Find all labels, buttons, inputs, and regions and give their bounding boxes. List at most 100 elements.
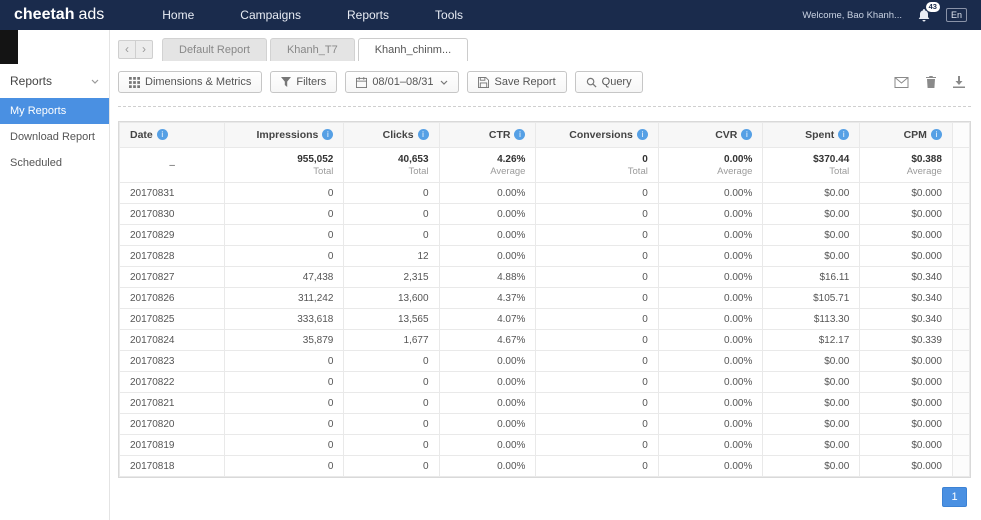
info-icon[interactable]: i <box>838 129 850 140</box>
table-header-row: Date i Impressions i Clicks i CTR i Conversions i… <box>118 122 971 148</box>
tab-default-report[interactable]: Default Report <box>162 38 267 61</box>
value-cell: 0 <box>535 182 659 204</box>
tab-scroll-right-icon[interactable]: › <box>135 41 152 58</box>
dimensions-metrics-label: Dimensions & Metrics <box>145 76 252 88</box>
spacer-cell <box>951 147 971 183</box>
spacer-cell <box>951 308 971 330</box>
report-table-container: Date i Impressions i Clicks i CTR i Conversions i… <box>118 121 971 478</box>
info-icon[interactable]: i <box>741 129 753 140</box>
chevron-down-icon <box>91 79 99 84</box>
value-cell: $0.339 <box>859 329 953 351</box>
value-cell: 0.00% <box>438 371 537 393</box>
tab-khanh-t7[interactable]: Khanh_T7 <box>269 38 355 61</box>
info-icon[interactable]: i <box>930 129 942 140</box>
summary-cell: 0 Total <box>535 147 659 183</box>
column-header-impressions[interactable]: Impressions i <box>224 122 345 148</box>
value-cell: 0 <box>224 434 345 456</box>
info-icon[interactable]: i <box>514 129 526 140</box>
summary-cell: 4.26% Average <box>438 147 537 183</box>
value-cell: 0 <box>535 455 659 477</box>
save-report-button[interactable]: Save Report <box>467 71 567 93</box>
summary-sublabel: Total <box>408 165 429 177</box>
value-cell: 12 <box>343 245 440 267</box>
date-cell: 20170822 <box>118 371 226 393</box>
value-cell: $0.000 <box>859 392 953 414</box>
sidebar-item-scheduled[interactable]: Scheduled <box>10 157 62 169</box>
summary-value: 0.00% <box>724 153 753 165</box>
table-row: 20170825 333,618 13,565 4.07% 0 0.00% $113.30 $… <box>118 308 971 330</box>
welcome-label: Welcome, <box>802 9 845 21</box>
query-button[interactable]: Query <box>574 71 643 93</box>
date-cell: 20170827 <box>118 266 226 288</box>
language-selector[interactable]: En <box>945 8 967 22</box>
grid-icon <box>129 76 140 88</box>
pagination: 1 <box>118 487 967 507</box>
table-row: 20170819 0 0 0.00% 0 0.00% $0.00 $0.000 <box>118 434 971 456</box>
column-header-spent[interactable]: Spent i <box>762 122 861 148</box>
spacer-cell <box>951 371 971 393</box>
value-cell: 0 <box>224 224 345 246</box>
query-label: Query <box>601 76 632 88</box>
summary-row: –955,052 Total 40,653 Total 4.26% Average 0 Tot… <box>118 147 971 183</box>
date-range-button[interactable]: 08/01–08/31 <box>345 71 460 93</box>
column-header-date[interactable]: Date i <box>118 122 226 148</box>
brand-logo[interactable]: cheetah ads <box>14 6 104 24</box>
value-cell: $0.000 <box>859 203 953 225</box>
summary-value: $370.44 <box>813 153 850 165</box>
notifications-button[interactable]: 43 <box>917 2 940 22</box>
value-cell: $0.000 <box>859 245 953 267</box>
value-cell: 0 <box>535 413 659 435</box>
page-button-1[interactable]: 1 <box>942 487 967 507</box>
value-cell: 1,677 <box>343 329 440 351</box>
nav-item-tools[interactable]: Tools <box>435 8 464 22</box>
value-cell: 0 <box>224 245 345 267</box>
value-cell: 4.37% <box>438 287 537 309</box>
info-icon[interactable]: i <box>636 129 648 140</box>
envelope-icon <box>894 76 909 88</box>
value-cell: 0.00% <box>657 434 764 456</box>
info-icon[interactable]: i <box>322 129 334 140</box>
column-header-cpm[interactable]: CPM i <box>859 122 953 148</box>
filters-button[interactable]: Filters <box>270 71 338 93</box>
nav-item-home[interactable]: Home <box>162 8 195 22</box>
value-cell: 0 <box>535 371 659 393</box>
column-header-cvr[interactable]: CVR i <box>657 122 764 148</box>
value-cell: 0.00% <box>438 224 537 246</box>
summary-sublabel: Average <box>906 165 942 177</box>
value-cell: 0 <box>343 392 440 414</box>
email-report-button[interactable] <box>894 76 909 88</box>
value-cell: $0.00 <box>762 245 861 267</box>
column-header-ctr[interactable]: CTR i <box>438 122 537 148</box>
info-icon[interactable]: i <box>156 129 168 140</box>
summary-sublabel: Total <box>627 165 648 177</box>
download-report-button[interactable] <box>953 76 965 88</box>
column-label: Date <box>130 129 153 141</box>
value-cell: 0 <box>343 455 440 477</box>
value-cell: 0 <box>343 434 440 456</box>
tab-khanh-chinm[interactable]: Khanh_chinm... <box>357 38 469 61</box>
spacer-cell <box>951 224 971 246</box>
value-cell: $0.000 <box>859 371 953 393</box>
value-cell: $0.000 <box>859 413 953 435</box>
sidebar-item-download-report[interactable]: Download Report <box>10 131 95 143</box>
value-cell: 0 <box>224 371 345 393</box>
column-label: CVR <box>715 129 738 141</box>
delete-report-button[interactable] <box>926 76 936 88</box>
value-cell: 0 <box>535 203 659 225</box>
username[interactable]: Bao Khanh... <box>847 9 902 21</box>
info-icon[interactable]: i <box>417 129 429 140</box>
nav-item-reports[interactable]: Reports <box>346 8 390 22</box>
sidebar-section-reports[interactable]: Reports <box>0 64 109 96</box>
sidebar-item-my-reports[interactable]: My Reports <box>0 98 109 124</box>
tab-scroll-left-icon[interactable]: ‹ <box>125 42 129 56</box>
spacer-cell <box>951 329 971 351</box>
nav-item-campaigns[interactable]: Campaigns <box>240 8 301 22</box>
column-header-clicks[interactable]: Clicks i <box>343 122 440 148</box>
date-cell: 20170824 <box>118 329 226 351</box>
top-bar: cheetah ads Home Campaigns Reports Tools We… <box>0 0 981 30</box>
table-row: 20170820 0 0 0.00% 0 0.00% $0.00 $0.000 <box>118 413 971 435</box>
column-header-conversions[interactable]: Conversions i <box>535 122 659 148</box>
date-cell: 20170821 <box>118 392 226 414</box>
dimensions-metrics-button[interactable]: Dimensions & Metrics <box>118 71 263 93</box>
notification-badge: 43 <box>925 2 940 12</box>
